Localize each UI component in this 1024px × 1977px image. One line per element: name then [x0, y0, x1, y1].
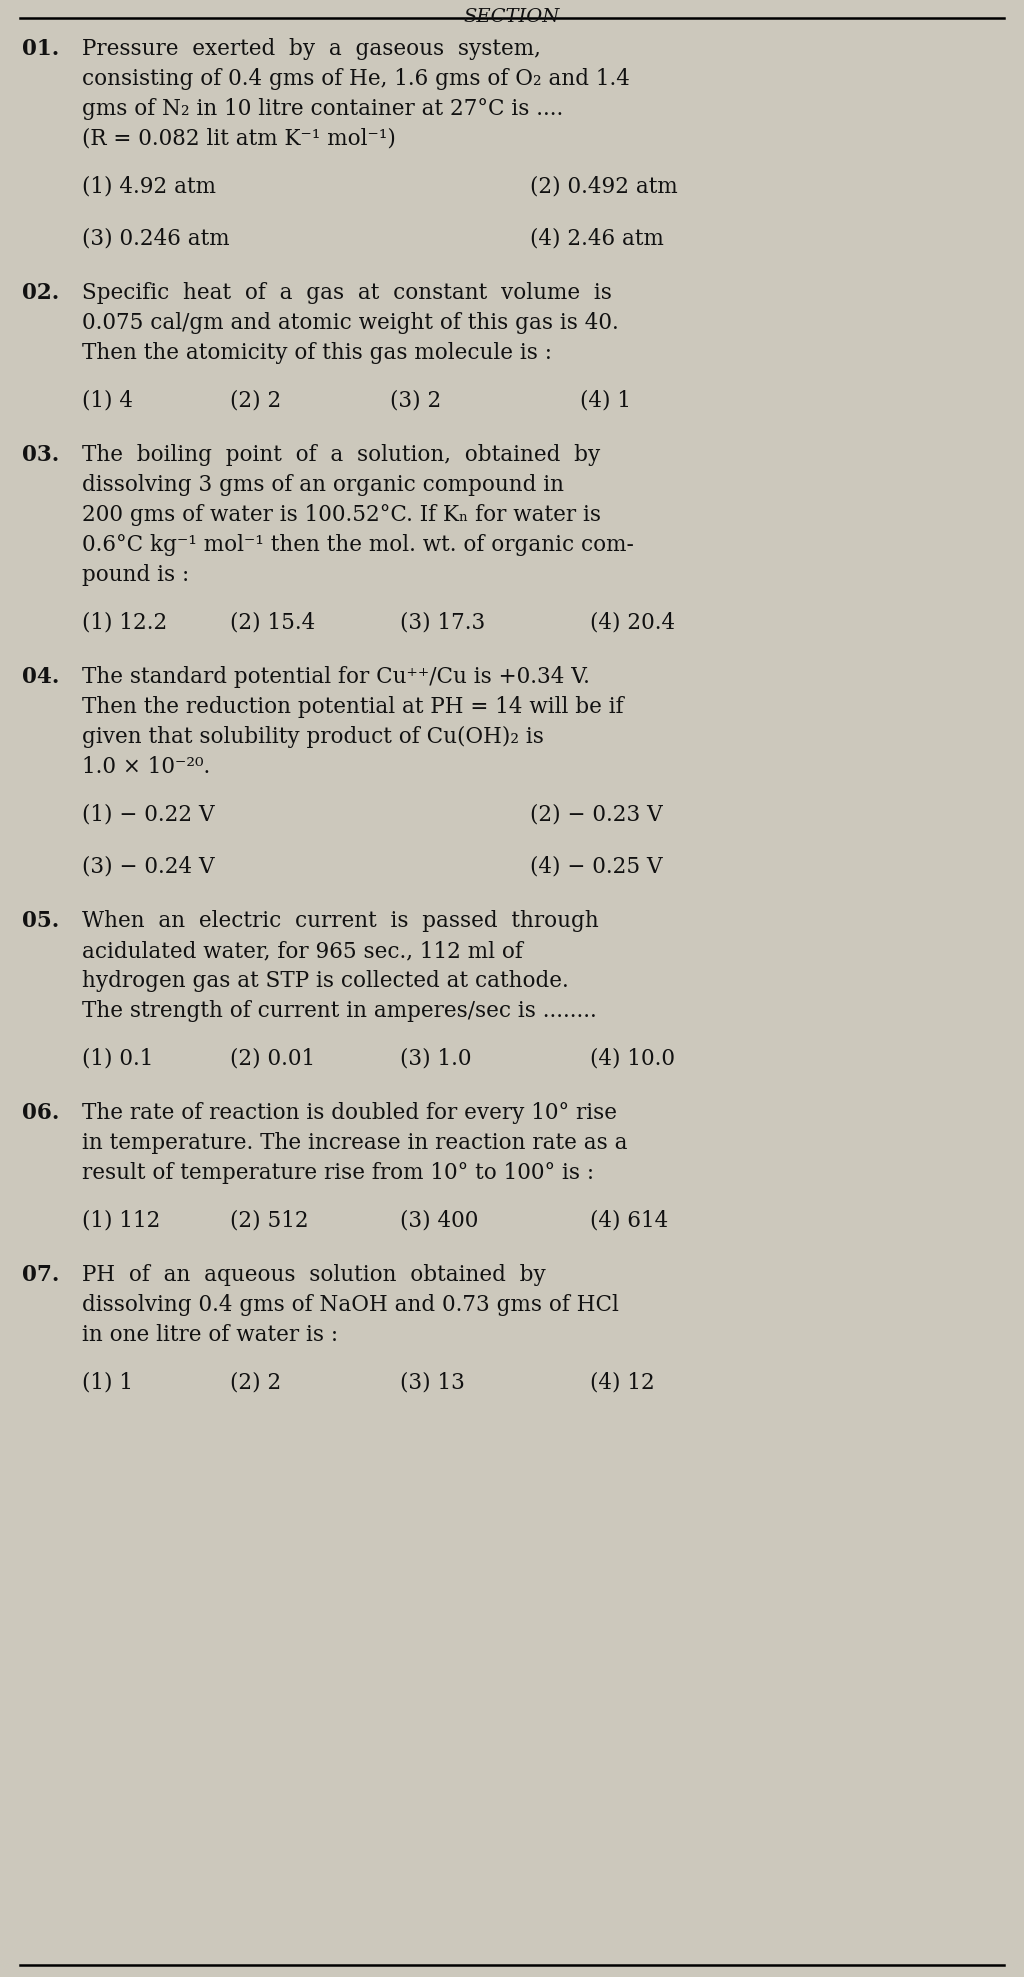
Text: (4) − 0.25 V: (4) − 0.25 V	[530, 856, 663, 878]
Text: acidulated water, for 965 sec., 112 ml of: acidulated water, for 965 sec., 112 ml o…	[82, 939, 523, 963]
Text: consisting of 0.4 gms of He, 1.6 gms of O₂ and 1.4: consisting of 0.4 gms of He, 1.6 gms of …	[82, 67, 630, 91]
Text: (3) 13: (3) 13	[400, 1372, 465, 1394]
Text: The standard potential for Cu⁺⁺/Cu is +0.34 V.: The standard potential for Cu⁺⁺/Cu is +0…	[82, 666, 590, 688]
Text: (4) 1: (4) 1	[580, 389, 631, 411]
Text: Pressure  exerted  by  a  gaseous  system,: Pressure exerted by a gaseous system,	[82, 38, 541, 59]
Text: dissolving 3 gms of an organic compound in: dissolving 3 gms of an organic compound …	[82, 474, 564, 496]
Text: in temperature. The increase in reaction rate as a: in temperature. The increase in reaction…	[82, 1133, 628, 1155]
Text: (2) 15.4: (2) 15.4	[230, 613, 315, 635]
Text: 04.: 04.	[22, 666, 59, 688]
Text: dissolving 0.4 gms of NaOH and 0.73 gms of HCl: dissolving 0.4 gms of NaOH and 0.73 gms …	[82, 1295, 618, 1317]
Text: (2) − 0.23 V: (2) − 0.23 V	[530, 805, 663, 826]
Text: (1) 1: (1) 1	[82, 1372, 133, 1394]
Text: 01.: 01.	[22, 38, 59, 59]
Text: 06.: 06.	[22, 1101, 59, 1125]
Text: (2) 512: (2) 512	[230, 1210, 308, 1232]
Text: (2) 2: (2) 2	[230, 1372, 282, 1394]
Text: (4) 10.0: (4) 10.0	[590, 1048, 675, 1070]
Text: The strength of current in amperes/sec is ........: The strength of current in amperes/sec i…	[82, 1000, 597, 1022]
Text: (R = 0.082 lit atm K⁻¹ mol⁻¹): (R = 0.082 lit atm K⁻¹ mol⁻¹)	[82, 129, 396, 150]
Text: 1.0 × 10⁻²⁰.: 1.0 × 10⁻²⁰.	[82, 755, 210, 779]
Text: gms of N₂ in 10 litre container at 27°C is ....: gms of N₂ in 10 litre container at 27°C …	[82, 99, 563, 121]
Text: (3) 0.246 atm: (3) 0.246 atm	[82, 227, 229, 249]
Text: (4) 2.46 atm: (4) 2.46 atm	[530, 227, 664, 249]
Text: SECTION: SECTION	[464, 8, 560, 26]
Text: (4) 614: (4) 614	[590, 1210, 669, 1232]
Text: 0.6°C kg⁻¹ mol⁻¹ then the mol. wt. of organic com-: 0.6°C kg⁻¹ mol⁻¹ then the mol. wt. of or…	[82, 534, 634, 556]
Text: (1) 112: (1) 112	[82, 1210, 161, 1232]
Text: 03.: 03.	[22, 445, 59, 467]
Text: (3) 17.3: (3) 17.3	[400, 613, 485, 635]
Text: given that solubility product of Cu(OH)₂ is: given that solubility product of Cu(OH)₂…	[82, 726, 544, 747]
Text: 07.: 07.	[22, 1263, 59, 1285]
Text: Then the atomicity of this gas molecule is :: Then the atomicity of this gas molecule …	[82, 342, 552, 364]
Text: 02.: 02.	[22, 283, 59, 304]
Text: When  an  electric  current  is  passed  through: When an electric current is passed throu…	[82, 909, 599, 931]
Text: (1) 4: (1) 4	[82, 389, 133, 411]
Text: Then the reduction potential at PH = 14 will be if: Then the reduction potential at PH = 14 …	[82, 696, 624, 718]
Text: (1) 4.92 atm: (1) 4.92 atm	[82, 176, 216, 198]
Text: (3) 1.0: (3) 1.0	[400, 1048, 471, 1070]
Text: 0.075 cal/gm and atomic weight of this gas is 40.: 0.075 cal/gm and atomic weight of this g…	[82, 312, 618, 334]
Text: (3) − 0.24 V: (3) − 0.24 V	[82, 856, 215, 878]
Text: (4) 12: (4) 12	[590, 1372, 654, 1394]
Text: The  boiling  point  of  a  solution,  obtained  by: The boiling point of a solution, obtaine…	[82, 445, 600, 467]
Text: hydrogen gas at STP is collected at cathode.: hydrogen gas at STP is collected at cath…	[82, 971, 568, 992]
Text: (1) 12.2: (1) 12.2	[82, 613, 167, 635]
Text: result of temperature rise from 10° to 100° is :: result of temperature rise from 10° to 1…	[82, 1162, 594, 1184]
Text: 200 gms of water is 100.52°C. If Kₙ for water is: 200 gms of water is 100.52°C. If Kₙ for …	[82, 504, 601, 526]
Text: The rate of reaction is doubled for every 10° rise: The rate of reaction is doubled for ever…	[82, 1101, 617, 1125]
Text: (2) 2: (2) 2	[230, 389, 282, 411]
Text: pound is :: pound is :	[82, 563, 189, 585]
Text: (1) − 0.22 V: (1) − 0.22 V	[82, 805, 215, 826]
Text: PH  of  an  aqueous  solution  obtained  by: PH of an aqueous solution obtained by	[82, 1263, 546, 1285]
Text: 05.: 05.	[22, 909, 59, 931]
Text: in one litre of water is :: in one litre of water is :	[82, 1325, 338, 1346]
Text: (2) 0.01: (2) 0.01	[230, 1048, 315, 1070]
Text: Specific  heat  of  a  gas  at  constant  volume  is: Specific heat of a gas at constant volum…	[82, 283, 612, 304]
Text: (2) 0.492 atm: (2) 0.492 atm	[530, 176, 678, 198]
Text: (3) 400: (3) 400	[400, 1210, 478, 1232]
Text: (4) 20.4: (4) 20.4	[590, 613, 675, 635]
Text: (1) 0.1: (1) 0.1	[82, 1048, 154, 1070]
Text: (3) 2: (3) 2	[390, 389, 441, 411]
